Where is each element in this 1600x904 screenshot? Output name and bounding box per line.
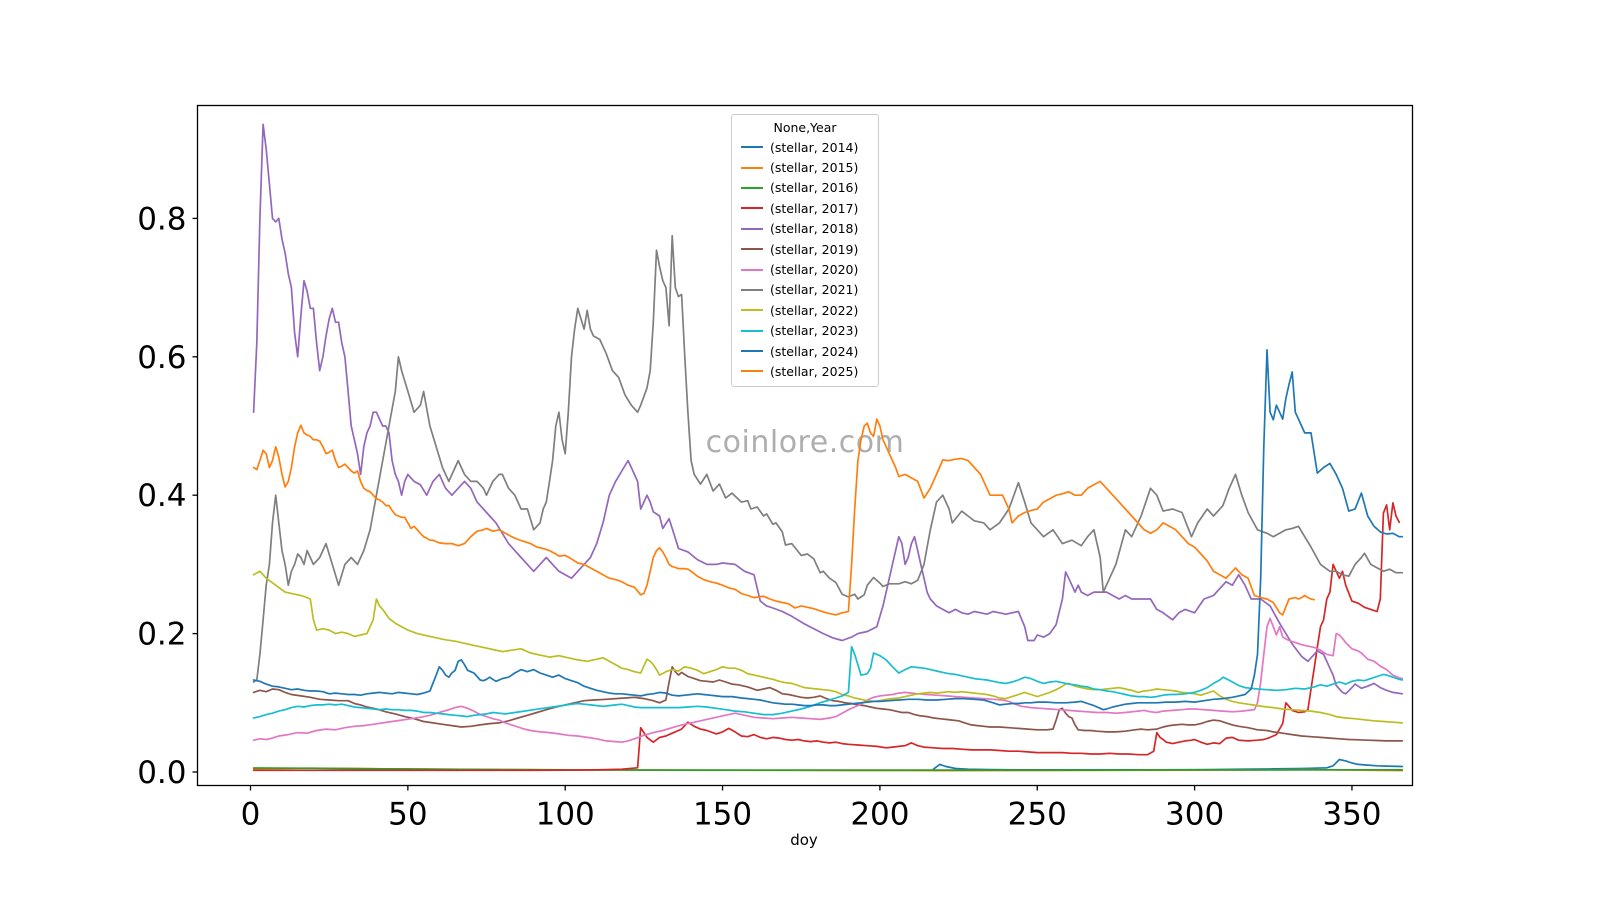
legend-entry-label: (stellar, 2014) [770,139,859,155]
legend-entry: (stellar, 2025) [732,361,878,381]
legend-entry: (stellar, 2021) [732,280,878,300]
legend-entry-label: (stellar, 2020) [770,262,859,278]
legend-entry: (stellar, 2019) [732,239,878,259]
y-tick-label: 0.2 [137,617,186,653]
legend-entry-label: (stellar, 2022) [770,302,859,318]
legend-entry-label: (stellar, 2018) [770,221,859,237]
legend-entry-label: (stellar, 2021) [770,282,859,298]
y-tick-label: 0.8 [137,201,186,237]
legend-entry: (stellar, 2014) [732,137,878,157]
legend-entry: (stellar, 2023) [732,321,878,341]
series-line: (stellar, 2016) [252,767,1404,771]
legend-entry-label: (stellar, 2024) [770,343,859,359]
y-tick-label: 0.6 [137,340,186,376]
legend-rows: (stellar, 2014) (stellar, 2015) (stellar, … [732,137,878,382]
legend-line-swatch [741,227,763,230]
legend-entry: (stellar, 2015) [732,157,878,177]
series-line: (stellar, 2024) [252,349,1404,711]
legend-line-swatch [741,350,763,353]
legend-line-swatch [741,268,763,271]
legend-entry: (stellar, 2017) [732,198,878,218]
series-line: (stellar, 2018) [252,123,1404,695]
legend-line-swatch [741,288,763,291]
legend-entry: (stellar, 2020) [732,259,878,279]
legend-title: None,Year [773,120,837,135]
x-tick-label: 100 [536,797,595,833]
series-line: (stellar, 2017) [252,501,1401,772]
legend-line-swatch [741,166,763,169]
series-line: (stellar, 2019) [252,665,1404,742]
legend-line-swatch [741,146,763,149]
legend-line-swatch [741,248,763,251]
legend-entry: (stellar, 2024) [732,341,878,361]
series-line: (stellar, 2023) [252,645,1404,719]
legend-entry-label: (stellar, 2019) [770,241,859,257]
legend-entry-label: (stellar, 2017) [770,200,859,216]
plot-frame [196,104,1414,787]
legend-box: None,Year (stellar, 2014) (stellar, 2015)… [731,114,879,387]
legend-entry: (stellar, 2018) [732,219,878,239]
series-line: (stellar, 2022) [252,570,1404,724]
series-line: (stellar, 2014) [932,758,1404,771]
legend-line-swatch [741,309,763,312]
y-tick-label: 0.0 [137,755,186,791]
y-tick-label: 0.4 [137,478,186,514]
x-tick-label: 250 [1008,797,1067,833]
legend-entry: (stellar, 2016) [732,178,878,198]
x-axis-label: doy [790,831,818,849]
series-line: (stellar, 2020) [252,617,1404,744]
legend-entry-label: (stellar, 2025) [770,363,859,379]
x-tick-label: 200 [850,797,909,833]
legend-entry-label: (stellar, 2023) [770,323,859,339]
x-tick-label: 0 [241,797,261,833]
x-tick-label: 50 [388,797,427,833]
legend-line-swatch [741,186,763,189]
watermark-text: coinlore.com [705,425,905,460]
series-line: (stellar, 2025) [252,418,1316,616]
legend-line-swatch [741,370,763,373]
legend-entry: (stellar, 2022) [732,300,878,320]
series-line: (stellar, 2021) [252,234,1404,683]
legend-line-swatch [741,207,763,210]
x-tick-label: 150 [693,797,752,833]
legend-entry-label: (stellar, 2015) [770,160,859,176]
x-tick-label: 350 [1322,797,1381,833]
legend-entry-label: (stellar, 2016) [770,180,859,196]
legend-line-swatch [741,329,763,332]
x-tick-label: 300 [1165,797,1224,833]
